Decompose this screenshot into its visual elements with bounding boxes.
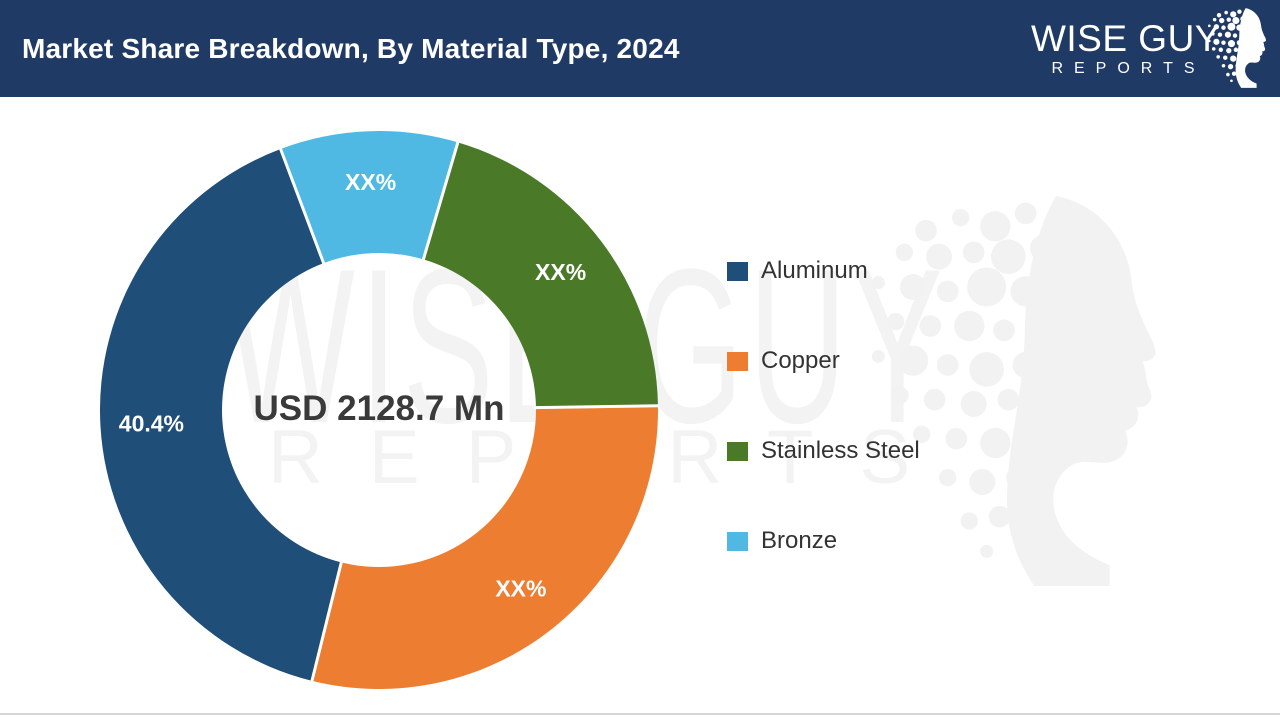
bottom-divider [0,713,1280,715]
legend-item-copper: Copper [727,346,920,376]
chart-legend: Aluminum Copper Stainless Steel Bronze [727,256,920,616]
legend-swatch-bronze [727,531,748,551]
legend-swatch-aluminum [727,261,748,281]
chart-center-value: USD 2128.7 Mn [253,389,505,428]
face-profile-icon [1207,7,1266,88]
legend-item-aluminum: Aluminum [727,256,920,286]
page-title: Market Share Breakdown, By Material Type… [22,32,680,64]
legend-label-stainless-steel: Stainless Steel [761,437,920,464]
logo-wordmark: WISE GUY [1030,17,1220,59]
legend-item-stainless-steel: Stainless Steel [727,436,920,466]
legend-label-aluminum: Aluminum [761,257,868,284]
legend-label-bronze: Bronze [761,527,838,554]
legend-swatch-stainless-steel [727,441,748,461]
logo-text: WISE GUY REPORTS [1031,20,1220,78]
header-bar: Market Share Breakdown, By Material Type… [0,0,1280,97]
legend-swatch-copper [727,351,748,371]
legend-label-copper: Copper [761,347,840,374]
legend-item-bronze: Bronze [727,526,920,556]
wiseguy-logo: WISE GUY REPORTS [1031,7,1266,88]
logo-reports-text: REPORTS [1051,59,1206,77]
